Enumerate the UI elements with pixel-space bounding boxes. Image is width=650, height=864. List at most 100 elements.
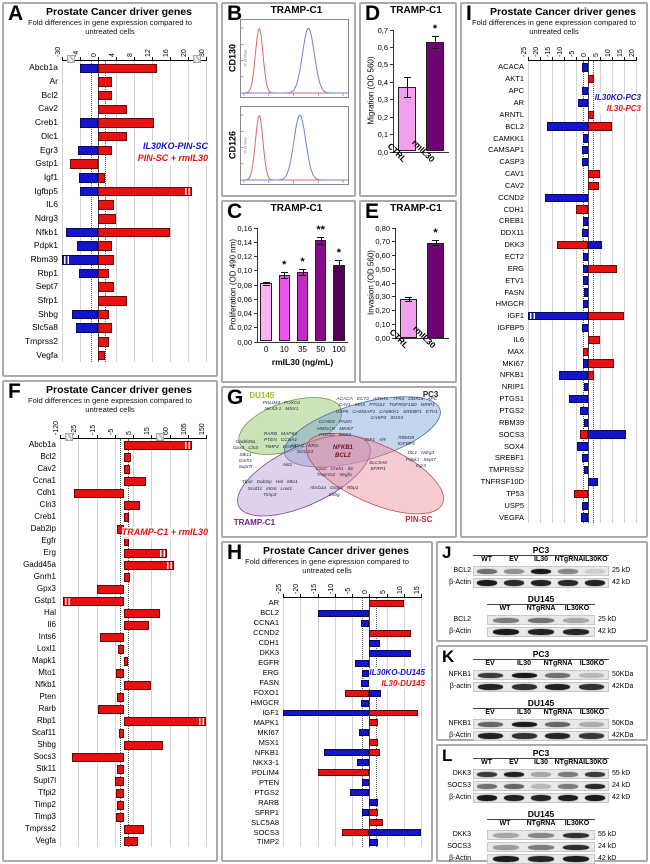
bar-red-IGF1 bbox=[369, 709, 418, 717]
grid-line bbox=[636, 61, 637, 524]
gene-label: CCND2 bbox=[498, 192, 524, 202]
x-tick-label: 8 bbox=[127, 53, 134, 58]
venn-ellipses bbox=[224, 389, 454, 535]
bar-blue-CAMKK1 bbox=[583, 134, 588, 143]
grid-line bbox=[403, 598, 405, 848]
x-tick-mark bbox=[283, 594, 284, 599]
panel-h: H Prostate Cancer driver genes Fold diff… bbox=[221, 541, 433, 862]
y-tick-mark bbox=[254, 341, 257, 343]
bar-red-Shbg bbox=[123, 741, 163, 750]
blot-lane bbox=[559, 628, 594, 636]
lane-label: IL30 bbox=[516, 709, 531, 716]
gene-label: Nfkb1 bbox=[35, 680, 56, 690]
bar-100 bbox=[333, 265, 345, 342]
bar-CTRL bbox=[397, 87, 417, 152]
bar-red-PDLIM4 bbox=[317, 769, 370, 777]
blot-lane bbox=[581, 579, 608, 587]
flow-plot-CD126: CD126 % of Max bbox=[225, 105, 352, 188]
y-tick-mark bbox=[392, 323, 395, 325]
molecular-weight-label: 42 kD bbox=[598, 855, 617, 862]
bar-red-Vegfa bbox=[123, 837, 139, 846]
bar-red-Ints6 bbox=[100, 633, 124, 642]
venn-gene: RARB bbox=[263, 431, 278, 437]
panel-i-subtitle: Fold differences in gene expression comp… bbox=[471, 18, 637, 36]
svg-text:% of Max: % of Max bbox=[243, 50, 248, 67]
cellline-title: PC3 bbox=[473, 545, 609, 556]
protein-band bbox=[531, 795, 551, 801]
blot-lane bbox=[508, 671, 542, 679]
venn-gene: CCNA1 bbox=[280, 438, 298, 444]
bar-red-Bcl2 bbox=[98, 90, 112, 101]
grid-line bbox=[612, 61, 613, 524]
lane-label: EV bbox=[509, 556, 519, 563]
grid-line bbox=[206, 61, 207, 363]
protein-band bbox=[545, 721, 571, 727]
venn-gene: APC bbox=[427, 396, 438, 402]
bar-red-ARNTL bbox=[588, 110, 594, 119]
panel-i: I Prostate Cancer driver genes Fold diff… bbox=[460, 2, 648, 538]
protein-band bbox=[527, 832, 555, 838]
y-tick-label: 0,00 bbox=[375, 333, 390, 343]
panel-C-chart: Proliferation (OD 490 nm) 0,00 0,02 0,04 0,0… bbox=[225, 216, 352, 376]
bar-blue-Slc5a8 bbox=[75, 323, 98, 334]
gene-label: PTGS2 bbox=[499, 405, 524, 415]
blot-strip-NFKB1 bbox=[473, 719, 609, 729]
x-tick-label: -15 bbox=[89, 425, 97, 436]
gene-label: Egfr bbox=[41, 536, 56, 546]
x-tick-mark bbox=[317, 594, 319, 599]
venn-gene: CAV1 bbox=[338, 403, 351, 409]
blot-lane bbox=[541, 720, 575, 728]
gene-label: MSX1 bbox=[258, 737, 279, 747]
flow-histogram: % of Max bbox=[240, 105, 349, 185]
gene-label: Rarb bbox=[38, 704, 56, 714]
gene-label: Mapk1 bbox=[31, 656, 56, 666]
error-bar-cap-bottom bbox=[403, 96, 411, 98]
panel-c: C TRAMP-C1 Proliferation (OD 490 nm) 0,00… bbox=[221, 200, 356, 383]
x-tick-mark bbox=[552, 57, 553, 62]
gene-label: Gnrh1 bbox=[33, 572, 56, 582]
bar-red-Pdpk1 bbox=[98, 241, 112, 251]
y-tick-mark bbox=[390, 29, 393, 31]
bar-blue-IGF1 bbox=[283, 709, 370, 717]
x-tick-label: 15 bbox=[414, 586, 421, 595]
bar-blue-Rbp1 bbox=[78, 268, 98, 279]
venn-region-tramp-pin: Abcb1a Gstp1 Rbp1 Shbg bbox=[308, 486, 361, 499]
venn-gene: PTGS1 bbox=[369, 403, 386, 409]
lane-label: NTgRNA bbox=[543, 709, 573, 716]
bar-red-Loxl1 bbox=[118, 645, 124, 654]
gene-label: CAMSAP1 bbox=[488, 145, 524, 155]
gene-label: Supt7l bbox=[33, 776, 56, 786]
panel-e-letter: E bbox=[365, 200, 380, 223]
protein-label: BCL2 bbox=[453, 567, 471, 574]
gene-label: PTGS1 bbox=[499, 394, 524, 404]
cellline-title: DU145 bbox=[487, 809, 595, 820]
x-tick-mark bbox=[540, 57, 541, 62]
error-bar-line bbox=[435, 35, 436, 48]
venn-region-du145-pc3: CCND2 FASNHMGCR MKI67 PTGS2 DKK3 bbox=[312, 420, 359, 439]
x-tick-mark bbox=[80, 57, 81, 62]
gene-label: NRIP1 bbox=[501, 382, 524, 392]
legend: IL30KO-PC3 IL30-PC3 bbox=[594, 93, 641, 115]
gene-label: TP53 bbox=[506, 488, 524, 498]
y-tick-mark bbox=[390, 134, 393, 136]
protein-label: β-Actin bbox=[449, 579, 471, 586]
grid-line bbox=[317, 598, 319, 848]
gene-label: Gstp1 bbox=[34, 596, 56, 606]
bar-CTRL bbox=[399, 299, 418, 338]
gene-label: SFRP1 bbox=[254, 807, 279, 817]
threshold-dotted-line bbox=[592, 61, 594, 524]
protein-band bbox=[584, 771, 605, 777]
bar-red-IL6 bbox=[98, 200, 114, 210]
grid-line bbox=[386, 598, 388, 848]
gene-label: Ccna1 bbox=[32, 476, 56, 486]
protein-band bbox=[478, 733, 504, 739]
gene-label: MKI67 bbox=[502, 358, 524, 368]
y-tick-mark bbox=[392, 296, 395, 298]
axis-break-marker bbox=[65, 433, 74, 442]
panel-c-title: TRAMP-C1 bbox=[270, 203, 323, 214]
venn-gene: MSX1 bbox=[285, 407, 299, 413]
grid-line bbox=[300, 598, 302, 848]
venn-gene: Il6 bbox=[347, 466, 353, 472]
bar-red-IL6 bbox=[588, 335, 600, 344]
venn-gene: TIMP2 bbox=[264, 444, 279, 450]
